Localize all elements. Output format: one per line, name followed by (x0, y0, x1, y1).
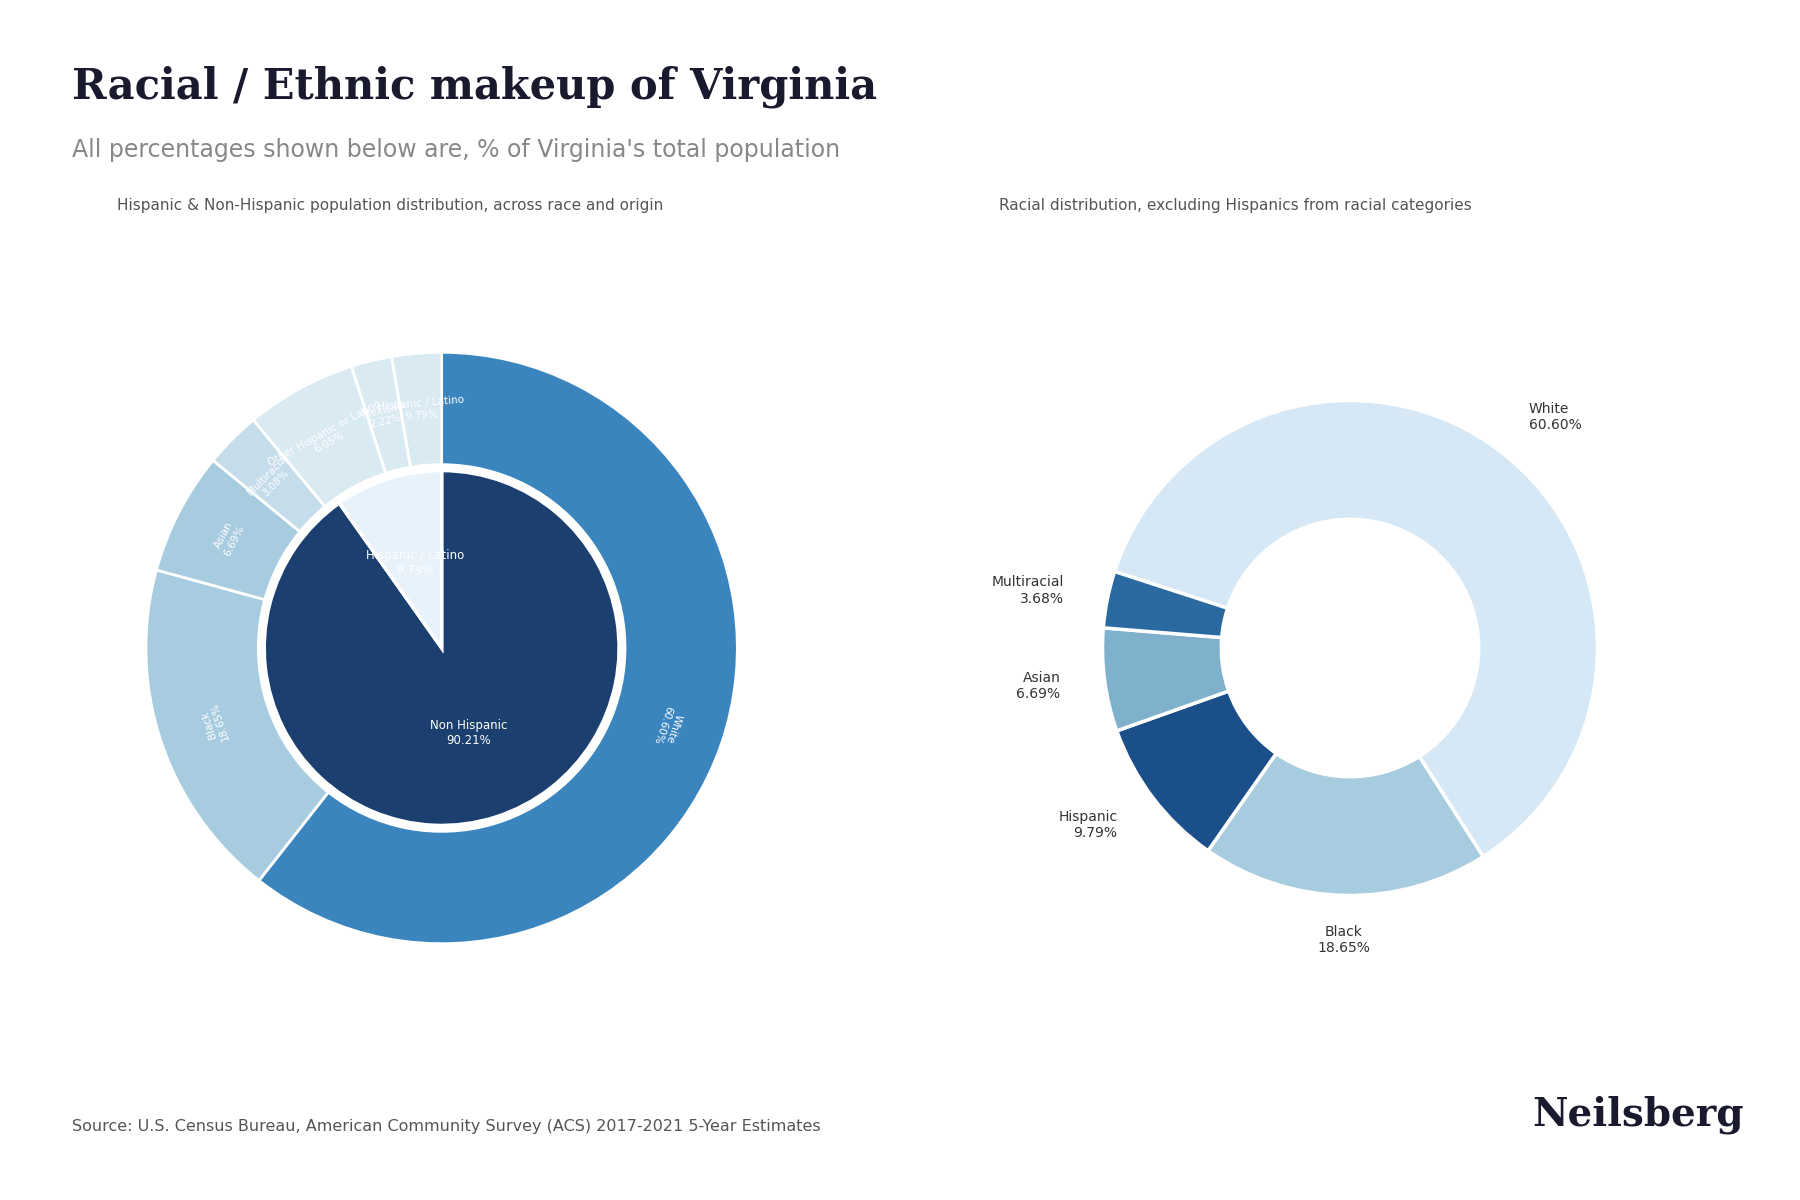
Text: Racial / Ethnic makeup of Virginia: Racial / Ethnic makeup of Virginia (72, 66, 877, 108)
Text: Other Hispanic or Latino
6.05%: Other Hispanic or Latino 6.05% (266, 398, 387, 478)
Text: Racial distribution, excluding Hispanics from racial categories: Racial distribution, excluding Hispanics… (999, 198, 1472, 214)
Wedge shape (146, 570, 328, 881)
Text: All percentages shown below are, % of Virginia's total population: All percentages shown below are, % of Vi… (72, 138, 841, 162)
Wedge shape (259, 353, 738, 943)
Text: Multiracial
3.68%: Multiracial 3.68% (992, 576, 1064, 606)
Wedge shape (351, 356, 410, 473)
Wedge shape (265, 470, 619, 826)
Text: Black
18.65%: Black 18.65% (1318, 925, 1370, 955)
Wedge shape (1114, 401, 1597, 857)
Text: Source: U.S. Census Bureau, American Community Survey (ACS) 2017-2021 5-Year Est: Source: U.S. Census Bureau, American Com… (72, 1118, 821, 1134)
Wedge shape (157, 461, 301, 600)
Wedge shape (392, 353, 441, 467)
Text: Asian
6.69%: Asian 6.69% (1017, 671, 1060, 701)
Wedge shape (1116, 691, 1276, 851)
Text: Neilsberg: Neilsberg (1532, 1096, 1744, 1134)
Text: White
60.60%: White 60.60% (1528, 402, 1582, 432)
Text: Hispanic / Latino
9.79%: Hispanic / Latino 9.79% (365, 550, 464, 577)
Text: Non Hispanic
90.21%: Non Hispanic 90.21% (430, 719, 508, 746)
Text: Hispanic & Non-Hispanic population distribution, across race and origin: Hispanic & Non-Hispanic population distr… (117, 198, 662, 214)
Text: Mexican
2.22%: Mexican 2.22% (362, 400, 409, 431)
Text: Hispanic
9.79%: Hispanic 9.79% (1058, 810, 1118, 840)
Text: Hispanic / Latino
9.79%: Hispanic / Latino 9.79% (376, 395, 466, 424)
Wedge shape (212, 420, 326, 532)
Text: Black
18.65%: Black 18.65% (198, 701, 230, 745)
Wedge shape (338, 470, 441, 648)
Text: Multiracial
3.08%: Multiracial 3.08% (245, 452, 299, 505)
Wedge shape (1208, 754, 1483, 895)
Wedge shape (1102, 628, 1229, 731)
Text: Asian
6.69%: Asian 6.69% (212, 518, 247, 558)
Wedge shape (254, 366, 385, 506)
Wedge shape (1103, 571, 1228, 637)
Text: White
60.60%: White 60.60% (652, 704, 684, 749)
